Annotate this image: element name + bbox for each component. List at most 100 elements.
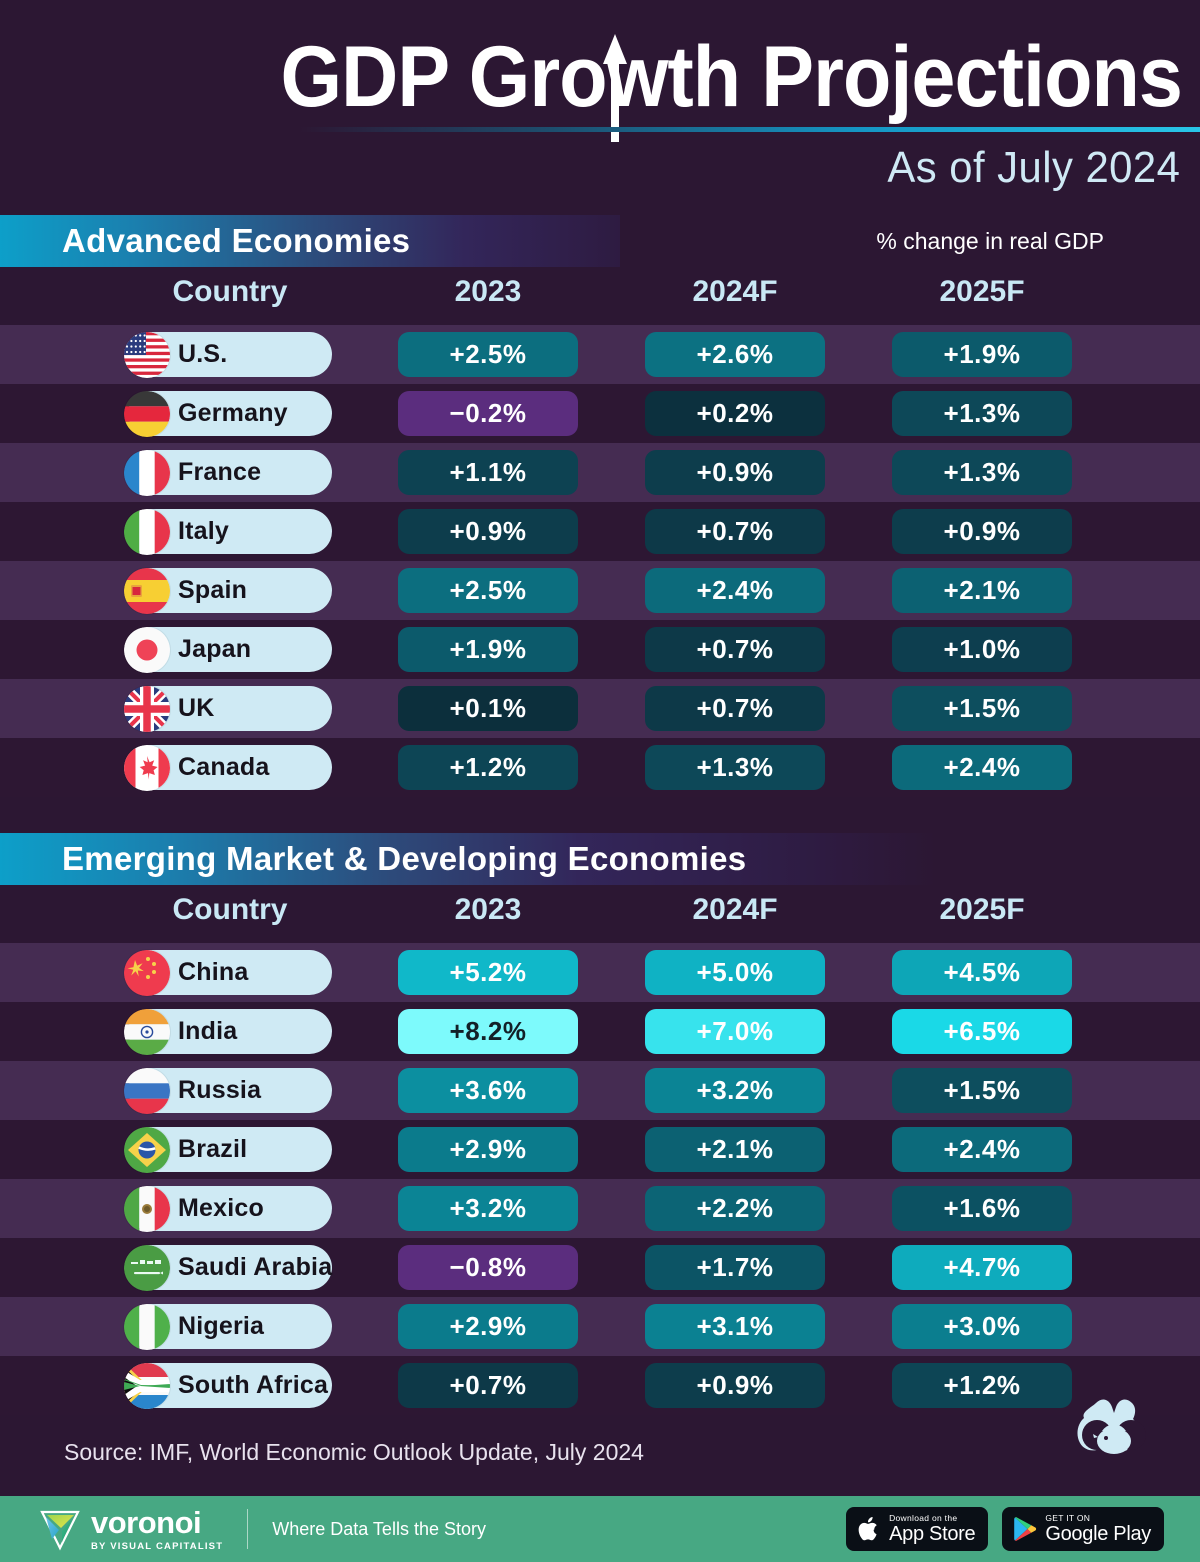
country-pill[interactable]: Nigeria bbox=[124, 1303, 332, 1350]
page-subtitle: As of July 2024 bbox=[887, 143, 1180, 192]
column-header-2024f: 2024F bbox=[692, 893, 778, 926]
google-play-badge[interactable]: GET IT ON Google Play bbox=[1002, 1507, 1164, 1551]
table-row: Saudi Arabia −0.8% +1.7% +4.7% bbox=[0, 1238, 1200, 1297]
country-pill[interactable]: U.S. bbox=[124, 331, 332, 378]
flag-br-icon bbox=[124, 1126, 170, 1173]
value-pill: +7.0% bbox=[645, 1009, 825, 1054]
value-pill: +0.9% bbox=[645, 450, 825, 495]
country-pill[interactable]: South Africa bbox=[124, 1362, 332, 1409]
app-store-badge[interactable]: Download on the App Store bbox=[846, 1507, 989, 1551]
value-pill: +1.0% bbox=[892, 627, 1072, 672]
country-label: South Africa bbox=[178, 1371, 329, 1399]
value-pill: +3.2% bbox=[398, 1186, 578, 1231]
value-pill: +1.3% bbox=[892, 450, 1072, 495]
column-header-2025f: 2025F bbox=[939, 275, 1025, 308]
footer-tagline: Where Data Tells the Story bbox=[272, 1518, 486, 1539]
column-headers: Country 2023 2024F 2025F bbox=[0, 267, 1200, 325]
country-label: Russia bbox=[178, 1076, 262, 1104]
flag-fr-icon bbox=[124, 449, 170, 496]
app-store-prefix: Download on the bbox=[889, 1512, 958, 1523]
flag-ng-icon bbox=[124, 1303, 170, 1350]
value-pill: +3.0% bbox=[892, 1304, 1072, 1349]
value-pill: +1.3% bbox=[892, 391, 1072, 436]
table-row: South Africa +0.7% +0.9% +1.2% bbox=[0, 1356, 1200, 1415]
flag-es-icon bbox=[124, 567, 170, 614]
value-pill: +0.7% bbox=[398, 1363, 578, 1408]
country-pill[interactable]: Italy bbox=[124, 508, 332, 555]
value-pill: +2.5% bbox=[398, 568, 578, 613]
source-area: Source: IMF, World Economic Outlook Upda… bbox=[0, 1399, 1200, 1489]
value-pill: +0.9% bbox=[398, 509, 578, 554]
value-pill: +2.1% bbox=[645, 1127, 825, 1172]
table-row: Russia +3.6% +3.2% +1.5% bbox=[0, 1061, 1200, 1120]
country-label: China bbox=[178, 958, 249, 986]
value-pill: +0.7% bbox=[645, 509, 825, 554]
country-label: India bbox=[178, 1017, 238, 1045]
google-play-prefix: GET IT ON bbox=[1045, 1512, 1091, 1523]
section-header-bar: Emerging Market & Developing Economies bbox=[0, 833, 935, 885]
table-row: U.S. +2.5% +2.6% +1.9% bbox=[0, 325, 1200, 384]
flag-de-icon bbox=[124, 390, 170, 437]
flag-gb-icon bbox=[124, 685, 170, 732]
table-row: Brazil +2.9% +2.1% +2.4% bbox=[0, 1120, 1200, 1179]
country-pill[interactable]: UK bbox=[124, 685, 332, 732]
flag-ru-icon bbox=[124, 1067, 170, 1114]
page-title: GDP Growth Projections bbox=[280, 29, 1182, 125]
flag-mx-icon bbox=[124, 1185, 170, 1232]
table-row: UK +0.1% +0.7% +1.5% bbox=[0, 679, 1200, 738]
country-pill[interactable]: China bbox=[124, 949, 332, 996]
value-pill: +1.5% bbox=[892, 1068, 1072, 1113]
country-pill[interactable]: Saudi Arabia bbox=[124, 1244, 332, 1291]
country-label: U.S. bbox=[178, 340, 228, 368]
value-pill: +1.5% bbox=[892, 686, 1072, 731]
value-pill: +0.7% bbox=[645, 686, 825, 731]
value-pill: +2.9% bbox=[398, 1304, 578, 1349]
section-header-bar: Advanced Economies bbox=[0, 215, 620, 267]
country-pill[interactable]: Canada bbox=[124, 744, 332, 791]
table-row: Mexico +3.2% +2.2% +1.6% bbox=[0, 1179, 1200, 1238]
value-pill: +5.2% bbox=[398, 950, 578, 995]
value-pill: +5.0% bbox=[645, 950, 825, 995]
section-emerging-economies: Emerging Market & Developing Economies C… bbox=[0, 833, 1200, 1415]
title-underline bbox=[300, 127, 1200, 132]
country-label: UK bbox=[178, 694, 215, 722]
section-title: Emerging Market & Developing Economies bbox=[62, 840, 747, 877]
value-pill: +2.4% bbox=[892, 1127, 1072, 1172]
country-label: Brazil bbox=[178, 1135, 248, 1163]
country-label: Germany bbox=[178, 399, 288, 427]
flag-za-icon bbox=[124, 1362, 170, 1409]
voronoi-logo[interactable]: voronoi BY VISUAL CAPITALIST bbox=[38, 1506, 223, 1552]
flag-ca-icon bbox=[124, 744, 170, 791]
country-label: Japan bbox=[178, 635, 252, 663]
flag-cn-icon bbox=[124, 949, 170, 996]
value-pill: +0.9% bbox=[645, 1363, 825, 1408]
country-label: Nigeria bbox=[178, 1312, 265, 1340]
value-pill: +6.5% bbox=[892, 1009, 1072, 1054]
country-pill[interactable]: Brazil bbox=[124, 1126, 332, 1173]
country-pill[interactable]: Germany bbox=[124, 390, 332, 437]
value-pill: +0.9% bbox=[892, 509, 1072, 554]
column-header-country: Country bbox=[172, 893, 288, 926]
column-header-2025f: 2025F bbox=[939, 893, 1025, 926]
country-pill[interactable]: Japan bbox=[124, 626, 332, 673]
apple-icon bbox=[858, 1517, 877, 1541]
voronoi-byline: BY VISUAL CAPITALIST bbox=[91, 1540, 224, 1552]
country-pill[interactable]: Russia bbox=[124, 1067, 332, 1114]
country-pill[interactable]: India bbox=[124, 1008, 332, 1055]
country-label: Mexico bbox=[178, 1194, 264, 1222]
value-pill: +2.6% bbox=[645, 332, 825, 377]
value-pill: +2.4% bbox=[892, 745, 1072, 790]
unit-note: % change in real GDP bbox=[876, 228, 1104, 254]
table-body-advanced: U.S. +2.5% +2.6% +1.9% Germany −0.2% +0.2% +1.3… bbox=[0, 325, 1200, 797]
footer-divider bbox=[247, 1509, 249, 1549]
country-pill[interactable]: Spain bbox=[124, 567, 332, 614]
country-label: France bbox=[178, 458, 262, 486]
google-play-name: Google Play bbox=[1045, 1523, 1151, 1546]
country-pill[interactable]: Mexico bbox=[124, 1185, 332, 1232]
section-advanced-economies: Advanced Economies % change in real GDP … bbox=[0, 215, 1200, 797]
column-header-2023: 2023 bbox=[454, 893, 522, 926]
voronoi-wordmark: voronoi bbox=[91, 1504, 202, 1540]
google-play-icon bbox=[1014, 1517, 1037, 1541]
value-pill: +1.9% bbox=[398, 627, 578, 672]
country-pill[interactable]: France bbox=[124, 449, 332, 496]
